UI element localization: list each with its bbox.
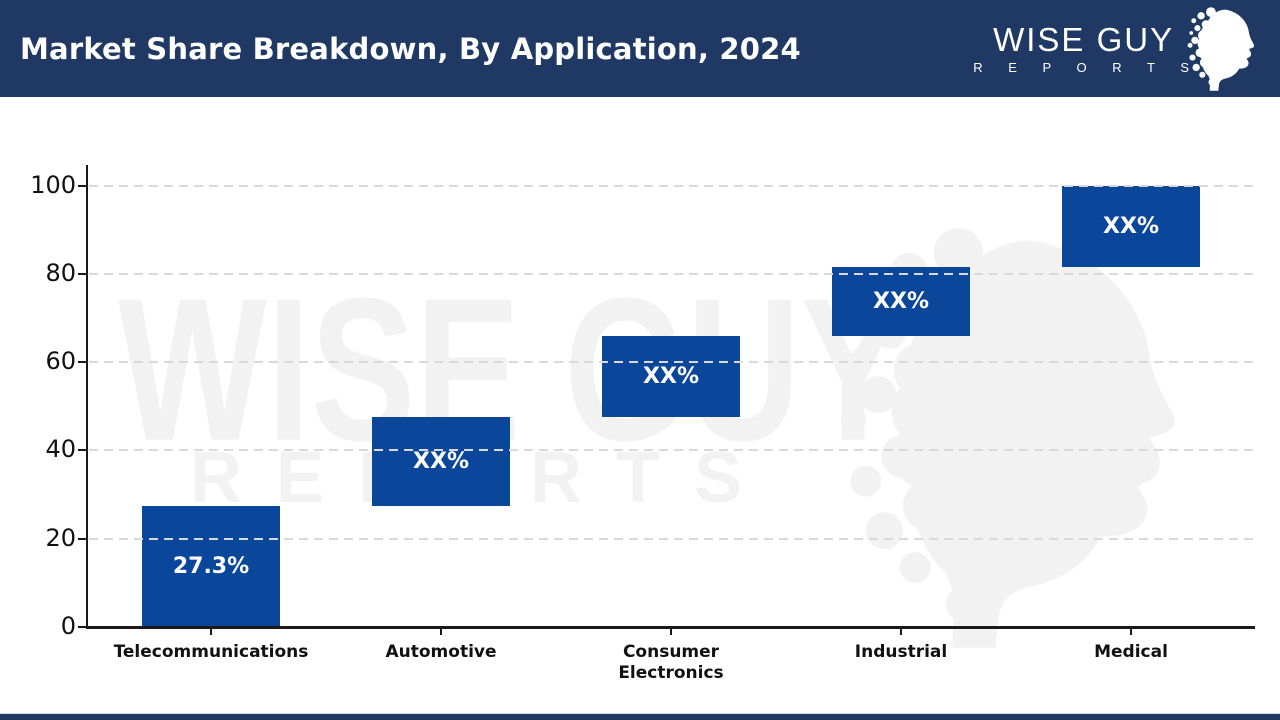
x-category-label-line: Electronics bbox=[618, 663, 724, 683]
y-tick-label: 80 bbox=[45, 258, 76, 287]
bottom-divider bbox=[0, 713, 1280, 714]
x-category-label-line: Telecommunications bbox=[113, 642, 309, 662]
x-category-label: Consumer Electronics bbox=[556, 642, 786, 684]
bar-medical: XX% bbox=[1062, 185, 1200, 268]
wiseguy-logo: WISE GUY R E P O R T S bbox=[967, 0, 1266, 97]
y-tick-mark bbox=[78, 626, 86, 628]
page-title: Market Share Breakdown, By Application, … bbox=[20, 31, 801, 66]
gridline-80 bbox=[89, 272, 1255, 275]
bar-telecommunications: 27.3% bbox=[142, 506, 280, 627]
gridline-40 bbox=[89, 449, 1255, 452]
bar-value-label: XX% bbox=[643, 364, 699, 389]
x-category-label-line: Medical bbox=[1094, 642, 1168, 662]
x-category-label: Telecommunications bbox=[96, 642, 326, 663]
x-tick-mark bbox=[670, 628, 672, 635]
bar-value-label: 27.3% bbox=[172, 554, 250, 580]
bar-value-label: XX% bbox=[413, 449, 469, 475]
header-bar: Market Share Breakdown, By Application, … bbox=[0, 0, 1280, 97]
gridline-60 bbox=[89, 361, 1255, 364]
bar-value-label: XX% bbox=[873, 288, 929, 314]
y-tick-label: 20 bbox=[45, 523, 76, 552]
y-axis-line bbox=[86, 165, 88, 629]
logo-brand-subtitle: R E P O R T S bbox=[973, 60, 1200, 75]
logo-head-icon bbox=[1187, 6, 1254, 91]
y-tick-label: 40 bbox=[45, 435, 76, 464]
x-category-label: Automotive bbox=[326, 642, 556, 663]
x-category-label-line: Industrial bbox=[854, 642, 948, 662]
x-category-label: Industrial bbox=[786, 642, 1016, 663]
logo-text: WISE GUY R E P O R T S bbox=[967, 23, 1200, 74]
y-tick-mark bbox=[78, 361, 86, 364]
y-tick-label: 60 bbox=[45, 347, 76, 376]
y-tick-label: 0 bbox=[60, 612, 76, 640]
bar-value-label: XX% bbox=[1103, 213, 1159, 239]
logo-brand-name: WISE GUY bbox=[993, 21, 1175, 58]
y-tick-mark bbox=[78, 537, 86, 540]
footer-bar bbox=[0, 714, 1280, 720]
x-axis-line bbox=[86, 626, 1255, 629]
x-tick-mark bbox=[440, 628, 442, 635]
gridline-100 bbox=[89, 184, 1255, 187]
x-tick-mark bbox=[210, 628, 212, 635]
bar-industrial: XX% bbox=[832, 267, 970, 336]
y-tick-mark bbox=[78, 184, 86, 187]
watermark-brand-text: WISE GUY bbox=[118, 255, 906, 484]
bar-consumer-electronics: XX% bbox=[602, 335, 740, 418]
gridline-20 bbox=[89, 537, 1255, 540]
y-tick-mark bbox=[78, 272, 86, 275]
x-tick-mark bbox=[900, 628, 902, 635]
x-category-label-line: Consumer bbox=[622, 642, 720, 662]
x-category-label-line: Automotive bbox=[385, 642, 497, 662]
bar-automotive: XX% bbox=[372, 417, 510, 507]
x-tick-mark bbox=[1130, 628, 1132, 635]
y-tick-mark bbox=[78, 449, 86, 452]
x-category-label: Medical bbox=[1016, 642, 1246, 663]
y-tick-label: 100 bbox=[30, 170, 76, 199]
